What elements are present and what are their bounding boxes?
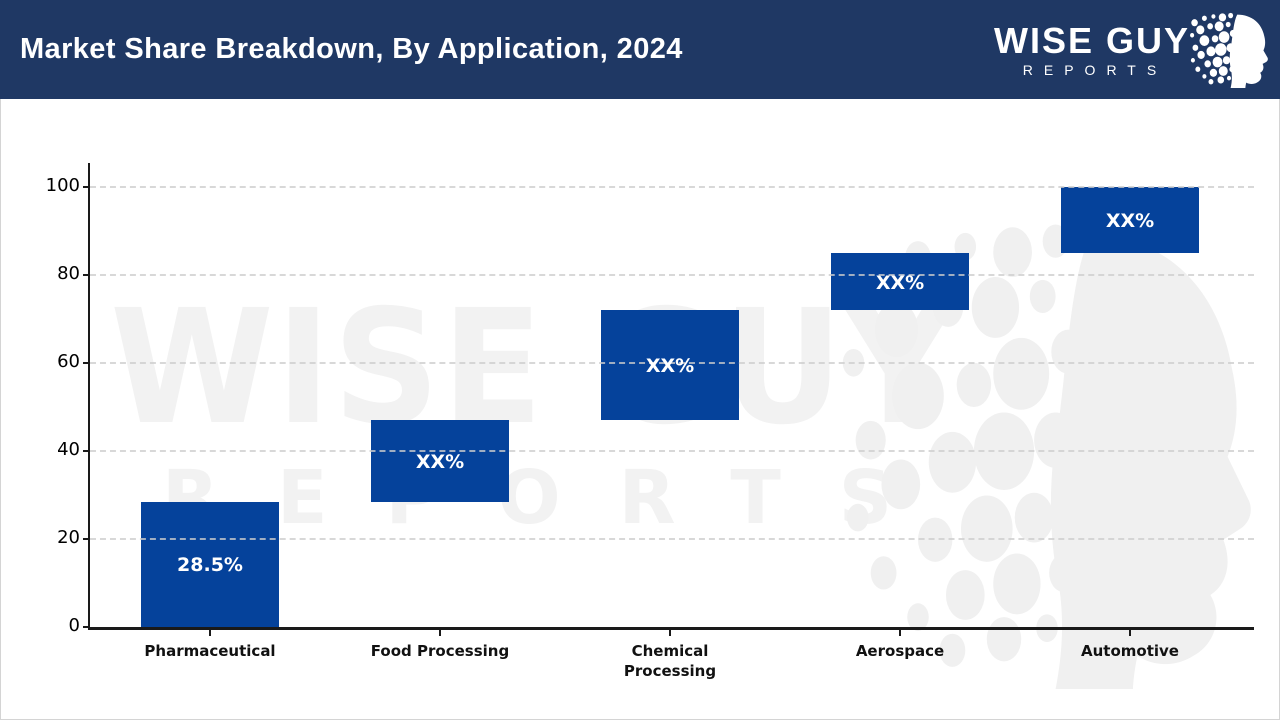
x-category-label-automotive: Automotive — [1081, 642, 1179, 660]
bar-label-chemical-processing: XX% — [645, 355, 695, 378]
y-tick-mark — [83, 362, 90, 364]
x-category-label-pharmaceutical: Pharmaceutical — [144, 642, 276, 660]
gridline-20 — [90, 538, 1254, 540]
y-tick-label: 40 — [57, 439, 80, 460]
y-tick-label: 80 — [57, 263, 80, 284]
logo-title-text: WISE GUY — [993, 20, 1190, 61]
wiseguy-face-icon — [1190, 12, 1268, 88]
x-tick-mark — [439, 630, 441, 636]
wiseguy-logo: WISE GUY REPORTS — [994, 4, 1270, 96]
watermark: WISE GUY REPORTS — [110, 289, 1008, 535]
bar-chemical-processing — [601, 310, 739, 421]
bar-label-aerospace: XX% — [875, 271, 925, 294]
logo-wordmark: WISE GUY REPORTS — [993, 20, 1190, 78]
x-category-label-chemical-processing: Chemical Processing — [623, 642, 717, 681]
market-share-chart: WISE GUY REPORTS 0 20 40 60 80 100 28.5% Pharma… — [0, 99, 1280, 720]
gridline-60 — [90, 362, 1254, 364]
y-tick-label: 20 — [57, 527, 80, 548]
bar-automotive — [1061, 187, 1199, 253]
y-tick-mark — [83, 538, 90, 540]
x-category-label-food-processing: Food Processing — [370, 642, 510, 660]
x-tick-mark — [209, 630, 211, 636]
y-axis-line — [88, 163, 90, 630]
watermark-line1: WISE GUY — [110, 276, 955, 460]
y-tick-mark — [83, 274, 90, 276]
y-tick-mark — [83, 450, 90, 452]
watermark-line2: REPORTS — [162, 455, 951, 541]
x-category-label-aerospace: Aerospace — [855, 642, 945, 660]
bar-label-pharmaceutical: 28.5% — [177, 554, 243, 577]
y-tick-label: 100 — [45, 175, 80, 196]
bar-aerospace — [831, 253, 969, 311]
y-tick-label: 0 — [68, 615, 80, 636]
bar-food-processing — [371, 420, 509, 502]
x-tick-mark — [899, 630, 901, 636]
bar-label-food-processing: XX% — [415, 450, 465, 473]
bar-pharmaceutical — [141, 501, 279, 627]
logo-subtitle-text: REPORTS — [1022, 62, 1168, 78]
x-tick-mark — [1129, 630, 1131, 636]
gridline-100 — [90, 186, 1254, 188]
page-title: Market Share Breakdown, By Application, … — [20, 33, 683, 65]
bar-label-automotive: XX% — [1105, 210, 1155, 232]
y-tick-mark — [83, 626, 90, 628]
x-tick-mark — [669, 630, 671, 636]
header: Market Share Breakdown, By Application, … — [0, 0, 1280, 99]
gridline-40 — [90, 450, 1254, 452]
gridline-80 — [90, 274, 1254, 276]
x-axis-line — [88, 627, 1254, 630]
y-tick-label: 60 — [57, 351, 80, 372]
y-tick-mark — [83, 186, 90, 188]
